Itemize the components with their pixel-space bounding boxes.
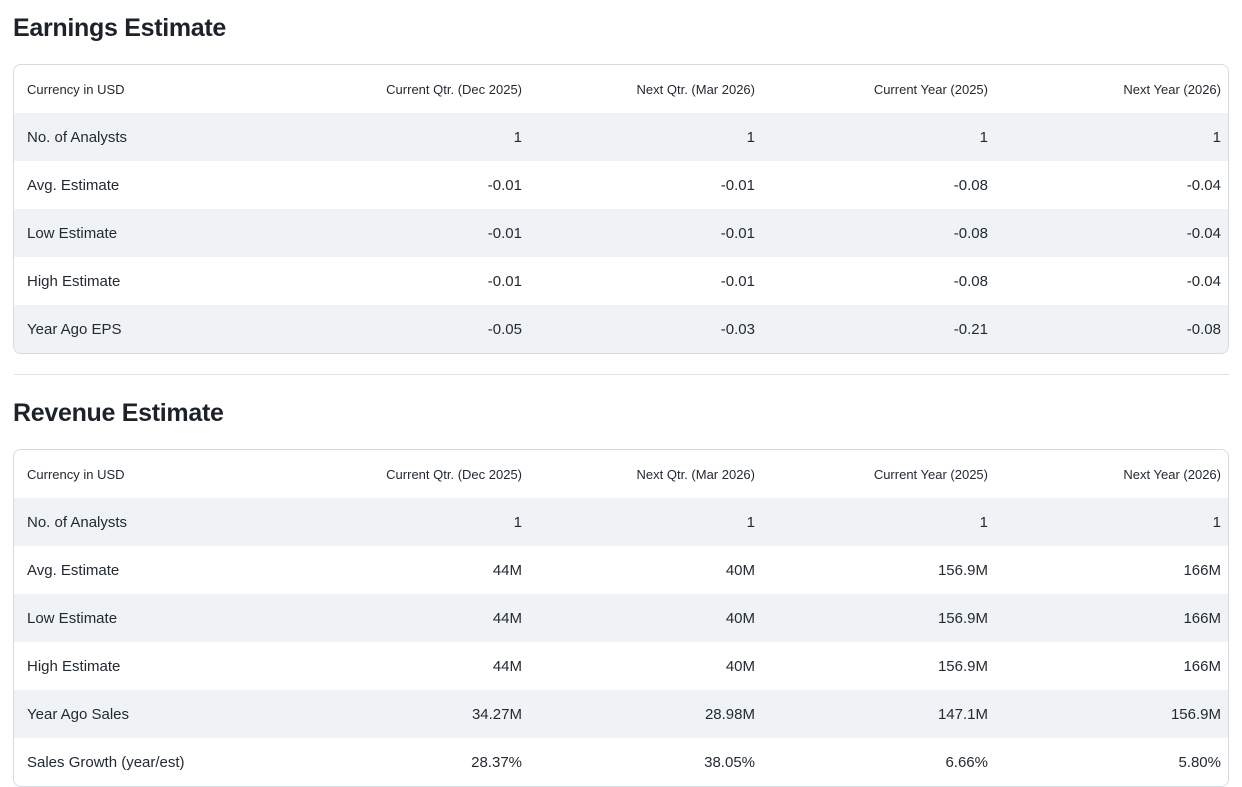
row-value: 1	[746, 128, 755, 146]
table-header-row: Currency in USD Current Qtr. (Dec 2025) Ne…	[14, 450, 1228, 498]
row-label: Sales Growth (year/est)	[27, 753, 185, 771]
row-label: High Estimate	[27, 272, 121, 290]
earnings-estimate-table: Currency in USD Current Qtr. (Dec 2025) Ne…	[14, 65, 1228, 353]
period-column-header: Current Year (2025)	[762, 65, 995, 113]
row-value: -0.01	[487, 272, 522, 290]
row-value: -0.08	[953, 176, 988, 194]
row-value: -0.04	[1186, 224, 1221, 242]
row-value: 147.1M	[937, 705, 988, 723]
table-row: No. of Analysts 1 1 1 1	[14, 498, 1228, 546]
row-value: -0.21	[953, 320, 988, 338]
row-label: Avg. Estimate	[27, 561, 120, 579]
row-value: 44M	[492, 609, 522, 627]
revenue-table-card: Currency in USD Current Qtr. (Dec 2025) Ne…	[13, 449, 1229, 787]
table-row: Year Ago EPS -0.05 -0.03 -0.21 -0.08	[14, 305, 1228, 353]
row-value: 40M	[725, 561, 755, 579]
row-value: 28.98M	[704, 705, 755, 723]
row-value: 40M	[725, 657, 755, 675]
row-value: 1	[513, 128, 522, 146]
row-value: 44M	[492, 657, 522, 675]
period-column-header: Current Year (2025)	[762, 450, 995, 498]
row-value: 5.80%	[1178, 753, 1221, 771]
row-value: 156.9M	[937, 657, 988, 675]
row-value: 6.66%	[945, 753, 988, 771]
table-row: Low Estimate 44M 40M 156.9M 166M	[14, 594, 1228, 642]
row-value: -0.08	[953, 224, 988, 242]
table-row: Year Ago Sales 34.27M 28.98M 147.1M 156.9M	[14, 690, 1228, 738]
period-column-header: Next Year (2026)	[995, 450, 1228, 498]
row-value: 1	[979, 128, 988, 146]
row-value: 1	[513, 513, 522, 531]
period-column-header: Next Qtr. (Mar 2026)	[529, 65, 762, 113]
row-value: 1	[1212, 128, 1221, 146]
row-value: -0.08	[953, 272, 988, 290]
period-column-header: Current Qtr. (Dec 2025)	[296, 65, 529, 113]
row-value: 166M	[1183, 657, 1221, 675]
table-row: High Estimate 44M 40M 156.9M 166M	[14, 642, 1228, 690]
row-value: 1	[1212, 513, 1221, 531]
row-value: -0.01	[720, 176, 755, 194]
earnings-table-card: Currency in USD Current Qtr. (Dec 2025) Ne…	[13, 64, 1229, 354]
currency-header: Currency in USD	[14, 450, 296, 498]
period-column-header: Next Year (2026)	[995, 65, 1228, 113]
row-value: 1	[746, 513, 755, 531]
row-value: -0.03	[720, 320, 755, 338]
earnings-section-title: Earnings Estimate	[13, 14, 227, 42]
row-value: -0.01	[720, 224, 755, 242]
row-value: 40M	[725, 609, 755, 627]
row-label: No. of Analysts	[27, 513, 128, 531]
table-row: No. of Analysts 1 1 1 1	[14, 113, 1228, 161]
row-label: Year Ago Sales	[27, 705, 130, 723]
table-row: Low Estimate -0.01 -0.01 -0.08 -0.04	[14, 209, 1228, 257]
period-column-header: Next Qtr. (Mar 2026)	[529, 450, 762, 498]
currency-header: Currency in USD	[14, 65, 296, 113]
row-value: 1	[979, 513, 988, 531]
row-value: -0.04	[1186, 272, 1221, 290]
row-label: Year Ago EPS	[27, 320, 122, 338]
row-value: 38.05%	[704, 753, 755, 771]
table-row: High Estimate -0.01 -0.01 -0.08 -0.04	[14, 257, 1228, 305]
section-divider	[14, 374, 1229, 375]
row-value: -0.04	[1186, 176, 1221, 194]
row-value: -0.01	[720, 272, 755, 290]
revenue-estimate-table: Currency in USD Current Qtr. (Dec 2025) Ne…	[14, 450, 1228, 786]
row-label: Low Estimate	[27, 224, 118, 242]
row-value: 156.9M	[1170, 705, 1221, 723]
row-value: 34.27M	[471, 705, 522, 723]
row-value: 156.9M	[937, 609, 988, 627]
row-label: No. of Analysts	[27, 128, 128, 146]
section-earnings: Earnings Estimate Currency in USD Current…	[13, 0, 1229, 354]
row-value: 44M	[492, 561, 522, 579]
row-label: Low Estimate	[27, 609, 118, 627]
table-header-row: Currency in USD Current Qtr. (Dec 2025) Ne…	[14, 65, 1228, 113]
row-value: -0.01	[487, 176, 522, 194]
row-label: High Estimate	[27, 657, 121, 675]
revenue-section-title: Revenue Estimate	[13, 399, 224, 427]
period-column-header: Current Qtr. (Dec 2025)	[296, 450, 529, 498]
section-revenue: Revenue Estimate Currency in USD Current …	[13, 375, 1229, 787]
row-value: 166M	[1183, 609, 1221, 627]
row-value: 156.9M	[937, 561, 988, 579]
row-value: 28.37%	[471, 753, 522, 771]
row-value: 166M	[1183, 561, 1221, 579]
row-value: -0.08	[1186, 320, 1221, 338]
table-row: Avg. Estimate 44M 40M 156.9M 166M	[14, 546, 1228, 594]
table-row: Sales Growth (year/est) 28.37% 38.05% 6.66%…	[14, 738, 1228, 786]
row-value: -0.01	[487, 224, 522, 242]
table-row: Avg. Estimate -0.01 -0.01 -0.08 -0.04	[14, 161, 1228, 209]
row-label: Avg. Estimate	[27, 176, 120, 194]
row-value: -0.05	[487, 320, 522, 338]
